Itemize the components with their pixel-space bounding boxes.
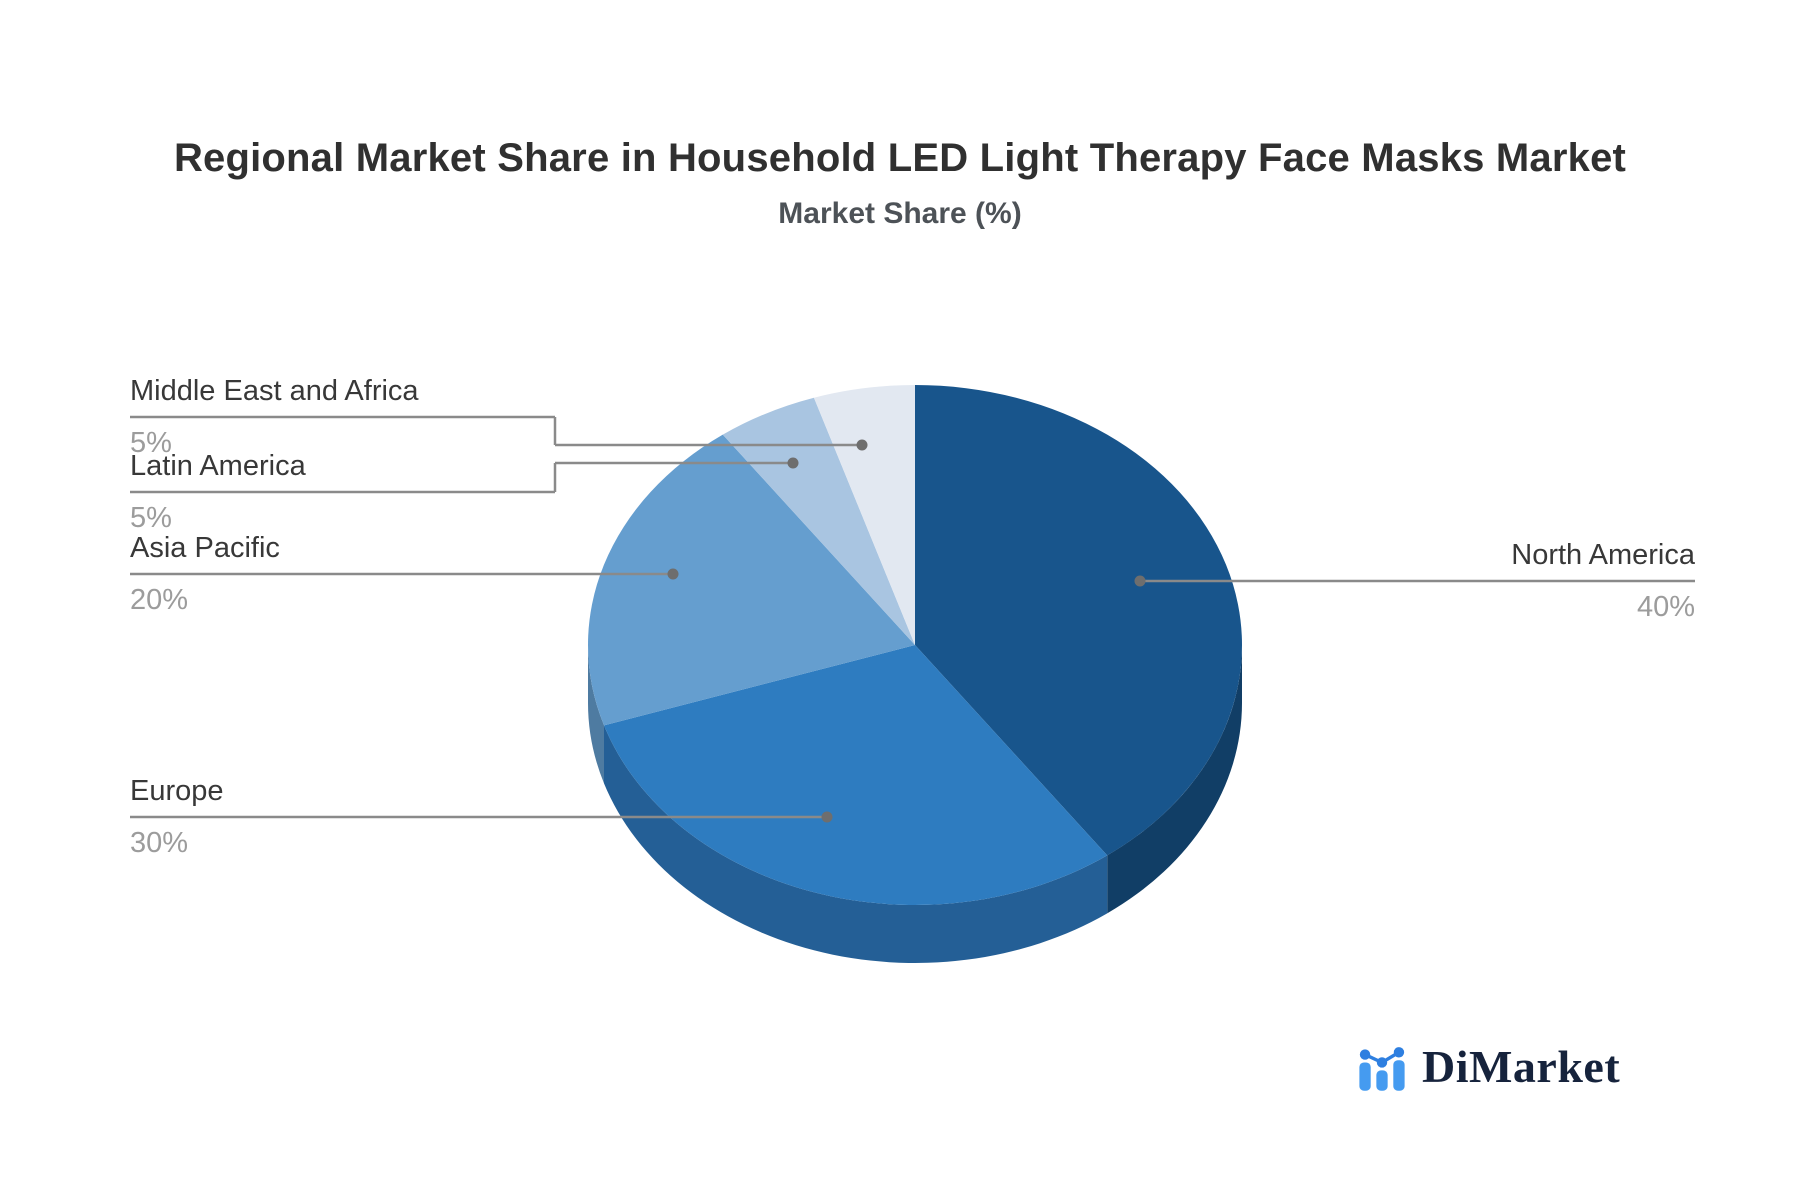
callout-label: Middle East and Africa [130,375,419,407]
callout-value: 5% [130,427,172,459]
callout-label: Asia Pacific [130,532,280,564]
pie-slice[interactable] [813,385,915,645]
callout-value: 30% [130,827,189,859]
pie-slice-side [604,725,1108,963]
bar-line-chart-icon [1359,1047,1405,1091]
callout-value: 40% [1636,591,1695,623]
pie-slice[interactable] [588,434,915,726]
chart-subtitle: Market Share (%) [778,197,1022,230]
pie-slice-side [1107,645,1242,914]
callout-label: Europe [130,775,224,807]
brand-name: DiMarket [1422,1041,1621,1092]
leader-dot [787,457,799,469]
pie-slice-side [588,645,605,784]
chart-title: Regional Market Share in Household LED L… [173,136,1627,180]
leader-dot [1134,575,1146,587]
callout-label: Latin America [130,450,306,482]
leader-dot [856,439,868,451]
leader-dot [821,811,833,823]
pie-slice[interactable] [604,645,1108,905]
callout-value: 5% [130,502,172,534]
pie-slice[interactable] [722,397,915,645]
leader-dot [667,568,679,580]
callout-label: North America [1511,539,1695,571]
brand-logo: DiMarket [1356,1042,1620,1092]
callout-value: 20% [130,584,189,616]
pie-slice[interactable] [915,385,1242,856]
